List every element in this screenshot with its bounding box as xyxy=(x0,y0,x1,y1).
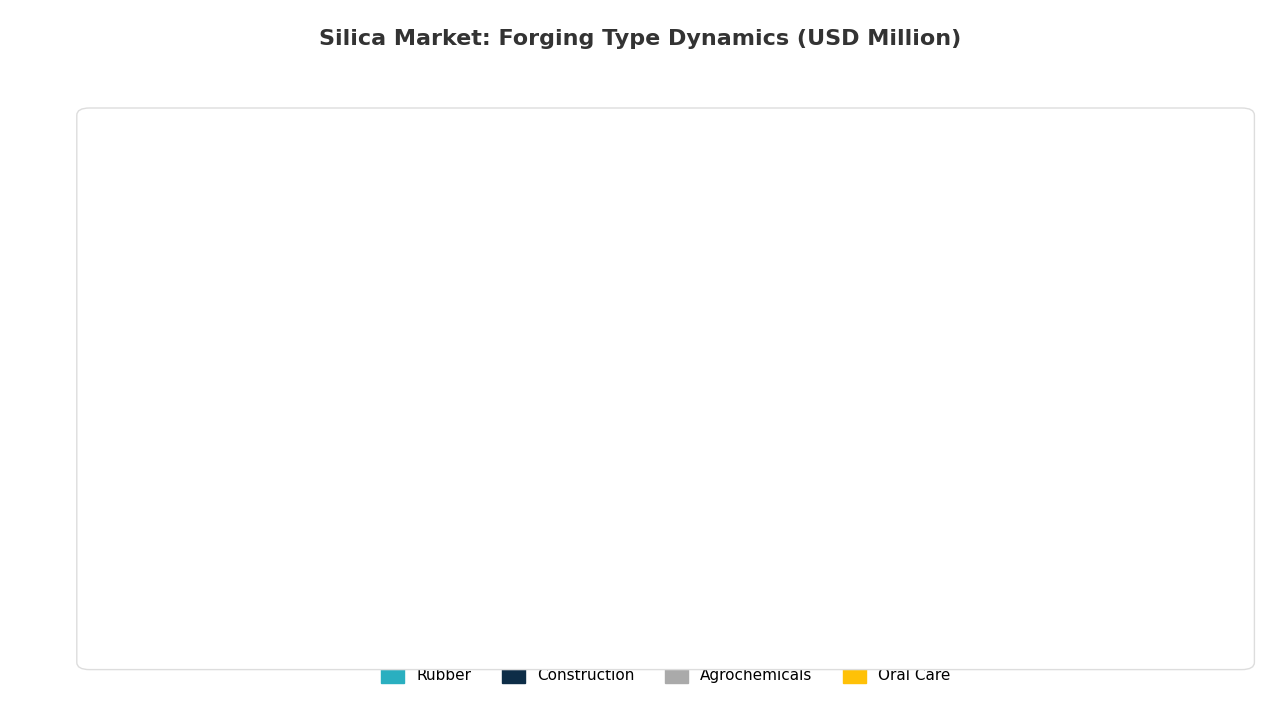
Bar xyxy=(881,334,978,576)
Bar xyxy=(687,175,785,576)
Legend: Rubber, Construction, Agrochemicals, Oral Care: Rubber, Construction, Agrochemicals, Ora… xyxy=(375,661,956,689)
Bar xyxy=(978,345,1075,576)
Bar xyxy=(785,298,881,576)
Bar xyxy=(353,360,451,576)
Bar xyxy=(451,406,547,576)
Text: Silica Market: Forging Type Dynamics (USD Million): Silica Market: Forging Type Dynamics (US… xyxy=(319,29,961,49)
Bar xyxy=(256,247,353,576)
Bar xyxy=(547,422,644,576)
